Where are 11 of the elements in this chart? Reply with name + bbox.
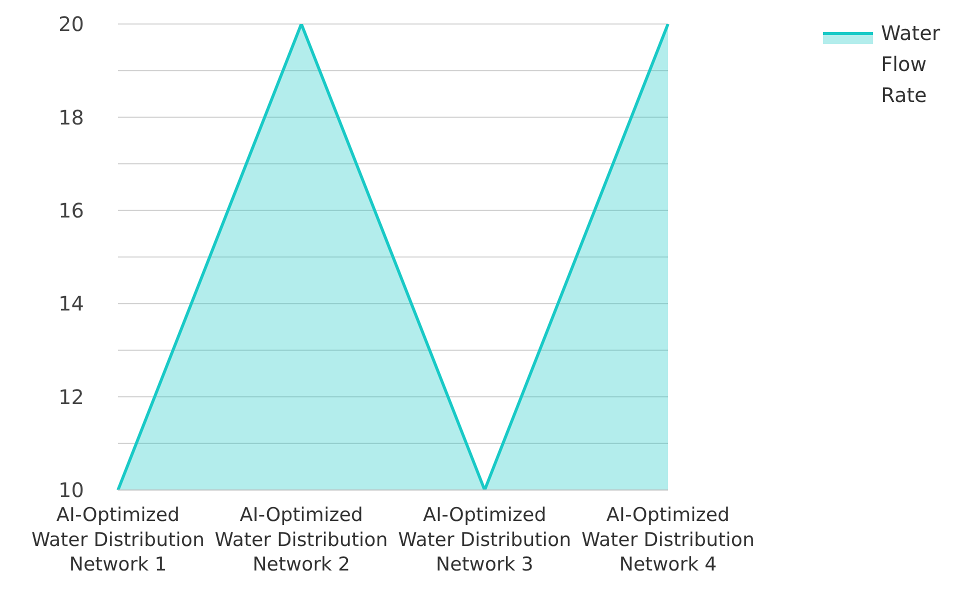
y-tick-label: 20	[58, 12, 84, 36]
y-tick-label: 16	[58, 198, 84, 222]
y-tick-label: 14	[58, 292, 84, 316]
x-tick-label: AI-Optimized Water Distribution Network 2	[214, 504, 388, 576]
y-tick-label: 12	[58, 384, 84, 409]
x-tick-label: AI-Optimized Water Distribution Network 4	[581, 504, 755, 576]
y-tick-label: 10	[58, 478, 84, 502]
y-tick-label: 18	[58, 105, 84, 130]
x-tick-label: AI-Optimized Water Distribution Network 1	[31, 504, 205, 576]
x-tick-label: AI-Optimized Water Distribution Network 3	[398, 504, 572, 576]
legend-label: Water Flow Rate	[881, 20, 942, 109]
